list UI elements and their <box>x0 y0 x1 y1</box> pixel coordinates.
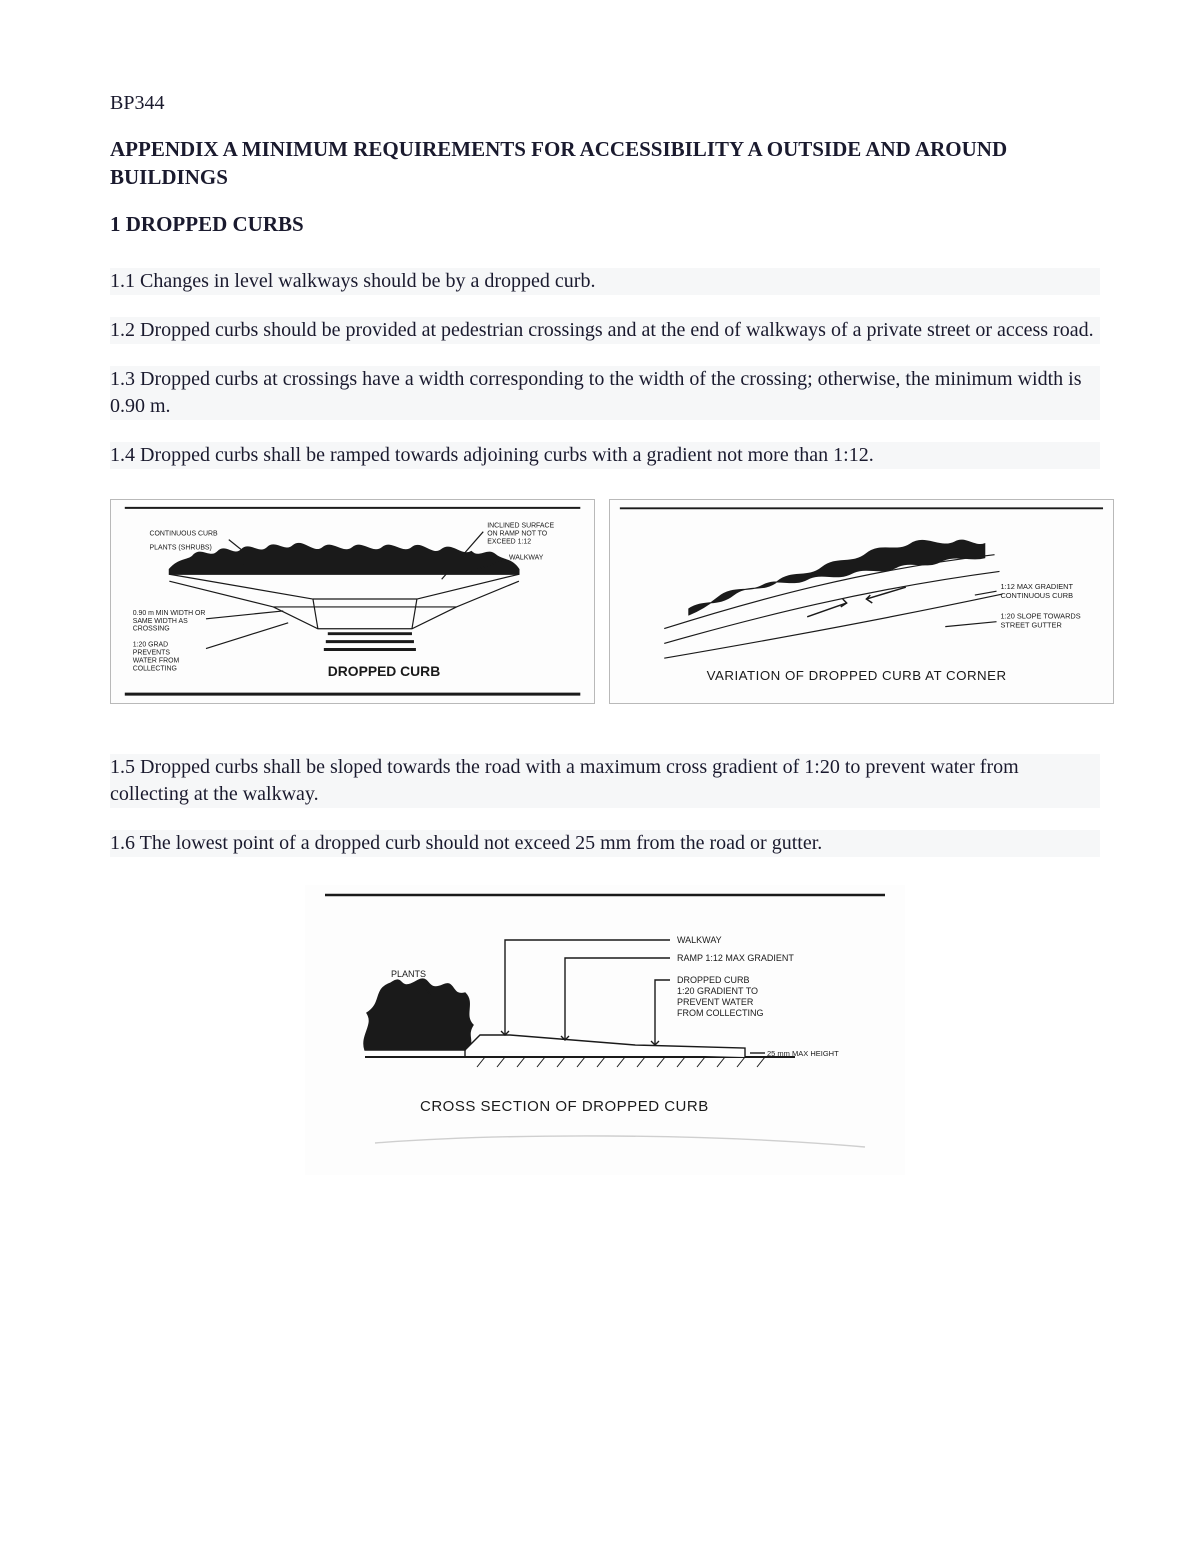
callout-slope-1: 1:20 SLOPE TOWARDS <box>1001 612 1081 621</box>
clause-1-6: 1.6 The lowest point of a dropped curb s… <box>110 830 1100 857</box>
callout-dropped-4: FROM COLLECTING <box>677 1008 764 1018</box>
clause-1-5: 1.5 Dropped curbs shall be sloped toward… <box>110 754 1100 808</box>
callout-grad-1: 1:20 GRAD <box>133 642 168 649</box>
callout-maxgrad-1: 1:12 MAX GRADIENT <box>1001 582 1074 591</box>
callout-maxgrad-2: CONTINUOUS CURB <box>1001 591 1074 600</box>
figure-variation-corner: 1:12 MAX GRADIENT CONTINUOUS CURB 1:20 S… <box>609 499 1114 704</box>
callout-maxheight: 25 mm MAX HEIGHT <box>767 1049 839 1058</box>
callout-inclined-2: ON RAMP NOT TO <box>487 531 547 538</box>
figure-caption-left: DROPPED CURB <box>328 663 440 679</box>
callout-inclined-1: INCLINED SURFACE <box>487 523 554 530</box>
section-title: 1 DROPPED CURBS <box>110 210 1100 238</box>
callout-grad-4: COLLECTING <box>133 665 177 672</box>
clause-1-1: 1.1 Changes in level walkways should be … <box>110 268 1100 295</box>
callout-continuous-curb: CONTINUOUS CURB <box>150 531 218 538</box>
callout-walkway-b: WALKWAY <box>677 935 722 945</box>
clause-1-3: 1.3 Dropped curbs at crossings have a wi… <box>110 366 1100 420</box>
appendix-title: APPENDIX A MINIMUM REQUIREMENTS FOR ACCE… <box>110 135 1100 192</box>
callout-plants-label: PLANTS <box>391 969 426 979</box>
figure-caption-right: VARIATION OF DROPPED CURB AT CORNER <box>707 668 1007 683</box>
callout-minwidth-1: 0.90 m MIN WIDTH OR <box>133 610 206 617</box>
callout-dropped-2: 1:20 GRADIENT TO <box>677 986 758 996</box>
callout-slope-2: STREET GUTTER <box>1001 621 1062 630</box>
callout-walkway: WALKWAY <box>509 554 544 561</box>
callout-grad-3: WATER FROM <box>133 657 180 664</box>
callout-dropped-3: PREVENT WATER <box>677 997 754 1007</box>
callout-plants: PLANTS (SHRUBS) <box>150 545 212 552</box>
clause-1-4: 1.4 Dropped curbs shall be ramped toward… <box>110 442 1100 469</box>
callout-minwidth-3: CROSSING <box>133 626 170 633</box>
figure-caption-bottom: CROSS SECTION OF DROPPED CURB <box>420 1098 709 1115</box>
clause-1-2: 1.2 Dropped curbs should be provided at … <box>110 317 1100 344</box>
callout-inclined-3: EXCEED 1:12 <box>487 539 531 546</box>
callout-minwidth-2: SAME WIDTH AS <box>133 618 188 625</box>
figure-dropped-curb: CONTINUOUS CURB PLANTS (SHRUBS) INCLINED… <box>110 499 595 704</box>
document-code: BP344 <box>110 90 1100 117</box>
figure-row: CONTINUOUS CURB PLANTS (SHRUBS) INCLINED… <box>110 499 1100 704</box>
callout-ramp-b: RAMP 1:12 MAX GRADIENT <box>677 953 794 963</box>
figure-cross-section: PLANTS <box>305 885 905 1175</box>
callout-dropped-1: DROPPED CURB <box>677 975 750 985</box>
callout-grad-2: PREVENTS <box>133 650 171 657</box>
